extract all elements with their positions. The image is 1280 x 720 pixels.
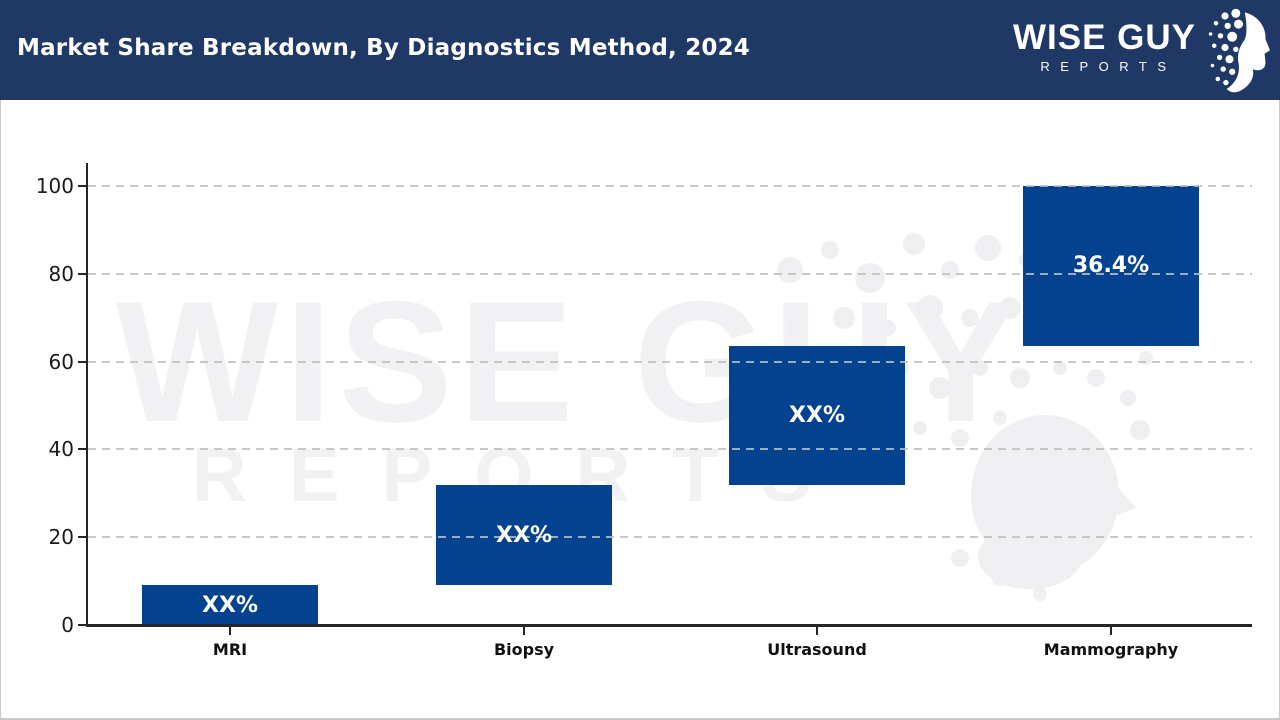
y-tick-label-80: 80 [48, 261, 74, 286]
category-label-ultrasound: Ultrasound [767, 640, 867, 659]
logo-face-icon [1208, 8, 1270, 93]
bar-ultrasound [729, 345, 905, 486]
x-axis-line [86, 624, 1252, 627]
bar-mri [142, 585, 318, 625]
header: Market Share Breakdown, By Diagnostics M… [0, 0, 1280, 100]
watermark-face-icon [777, 233, 1153, 601]
logo-wiseguy-label: WISE GUY [1012, 18, 1196, 57]
wise-guy-logo: WISE GUY REPORTS [1002, 4, 1272, 96]
logo-text: WISE GUY REPORTS [1012, 18, 1196, 74]
y-tick-0 [78, 624, 86, 626]
category-label-biopsy: Biopsy [493, 640, 555, 659]
gridline-40 [88, 448, 1252, 451]
gridline-80 [88, 272, 1252, 275]
bar-label-biopsy: XX% [496, 522, 552, 548]
x-tick-ultrasound [816, 627, 818, 635]
category-label-mri: MRI [212, 640, 248, 659]
x-tick-biopsy [523, 627, 525, 635]
y-tick-100 [78, 185, 86, 187]
y-tick-label-100: 100 [35, 174, 74, 198]
gridline-20 [88, 536, 1252, 539]
x-tick-mammography [1110, 627, 1112, 635]
y-tick-80 [78, 272, 86, 275]
y-tick-label-40: 40 [48, 437, 74, 462]
bar-label-ultrasound: XX% [789, 403, 845, 429]
y-tick-label-20: 20 [48, 525, 74, 550]
category-label-mammography: Mammography [1043, 640, 1179, 659]
bar-biopsy [436, 485, 612, 586]
chart-title: Market Share Breakdown, By Diagnostics M… [17, 35, 751, 61]
gridline-100 [88, 185, 1252, 187]
gridline-60 [88, 360, 1252, 363]
y-tick-label-0: 0 [61, 613, 74, 637]
y-tick-60 [78, 360, 86, 363]
y-axis-line [86, 163, 88, 627]
bar-label-mri: XX% [202, 592, 258, 618]
x-tick-mri [229, 627, 231, 635]
y-tick-40 [78, 448, 86, 451]
bar-label-mammography: 36.4% [1072, 253, 1150, 279]
y-tick-label-60: 60 [48, 349, 74, 374]
y-tick-20 [78, 536, 86, 539]
logo-reports-label: REPORTS [1040, 58, 1177, 74]
bar-mammography [1023, 186, 1199, 346]
